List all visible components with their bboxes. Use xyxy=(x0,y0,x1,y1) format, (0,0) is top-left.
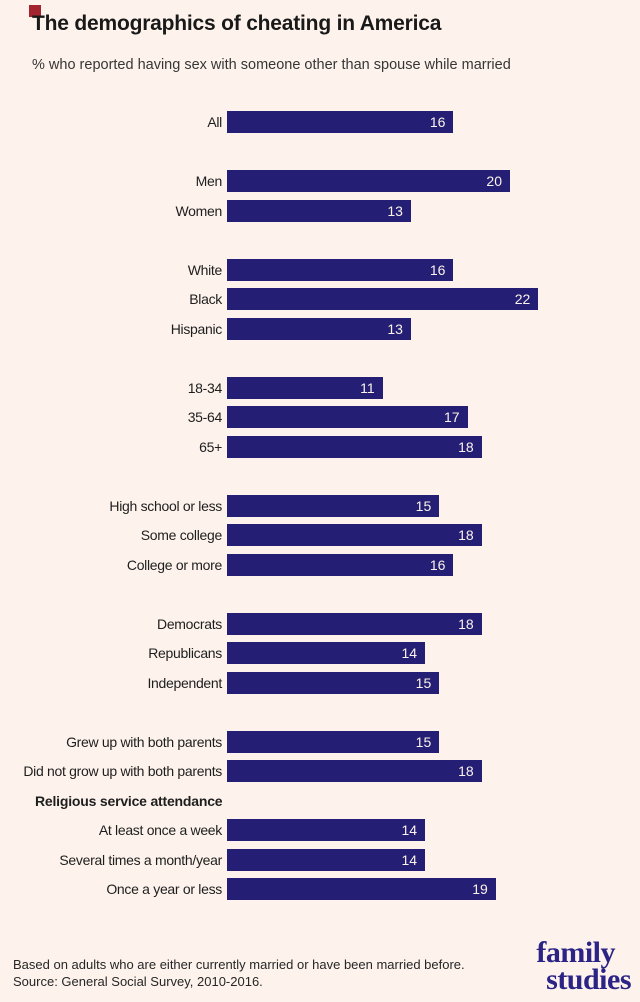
bar: 14 xyxy=(227,642,426,664)
page-title: The demographics of cheating in America xyxy=(32,12,442,35)
category-label: 18-34 xyxy=(187,379,223,396)
bar: 19 xyxy=(227,878,496,900)
bar-value-label: 15 xyxy=(415,497,432,514)
bar: 15 xyxy=(227,494,440,517)
category-label: At least once a week xyxy=(98,822,222,838)
category-label: 65+ xyxy=(199,438,222,455)
bar-value-label: 14 xyxy=(401,645,418,661)
bar: 16 xyxy=(227,111,454,133)
bar: 18 xyxy=(227,435,482,458)
bar-value-label: 14 xyxy=(401,851,418,868)
category-label: Grew up with both parents xyxy=(66,733,222,750)
bar: 13 xyxy=(227,317,411,340)
category-label: Independent xyxy=(147,674,222,691)
bar-value-label: 18 xyxy=(458,527,474,543)
source-line: Source: General Social Survey, 2010-2016… xyxy=(13,974,263,989)
bar: 20 xyxy=(227,170,510,192)
bar: 13 xyxy=(227,199,411,222)
chart-subtitle: % who reported having sex with someone o… xyxy=(32,57,511,73)
category-label: Democrats xyxy=(157,615,222,632)
bar-value-label: 16 xyxy=(429,114,446,130)
bar-value-label: 14 xyxy=(401,822,418,838)
bar-value-label: 16 xyxy=(429,556,446,573)
bar: 14 xyxy=(227,848,426,871)
bar-value-label: 18 xyxy=(458,763,474,779)
chart-footnote: Based on adults who are either currently… xyxy=(13,956,465,990)
bar: 16 xyxy=(227,258,454,281)
section-header: Religious service attendance xyxy=(35,792,223,809)
bar-value-label: 17 xyxy=(443,409,460,425)
bar: 18 xyxy=(227,524,482,546)
category-label: Some college xyxy=(140,527,223,543)
category-label: Several times a month/year xyxy=(59,851,222,868)
category-label: Republicans xyxy=(148,645,222,661)
bar-value-label: 18 xyxy=(458,438,474,455)
brand-square-mark xyxy=(29,5,41,17)
bar-value-label: 11 xyxy=(360,379,375,396)
category-label: White xyxy=(187,261,223,278)
category-label: Black xyxy=(189,291,222,307)
bar: 17 xyxy=(227,406,468,428)
bar-value-label: 19 xyxy=(472,881,488,897)
chart: All 16 Men 20 Women 13 White 16 Black 22 Hispanic 1… xyxy=(23,111,539,900)
bar-value-label: 18 xyxy=(458,615,474,632)
bar-value-label: 20 xyxy=(486,173,502,189)
bar: 18 xyxy=(227,612,482,635)
logo-word-family: family xyxy=(536,936,615,969)
category-label: Did not grow up with both parents xyxy=(23,763,222,779)
logo-word-studies: studies xyxy=(546,963,631,996)
family-studies-logo: family studies xyxy=(536,936,631,996)
bar-value-label: 16 xyxy=(429,261,446,278)
category-label: College or more xyxy=(126,556,222,573)
bar-value-label: 13 xyxy=(387,320,403,337)
category-label: High school or less xyxy=(109,497,222,514)
category-label: 35-64 xyxy=(187,409,223,425)
footnote-line: Based on adults who are either currently… xyxy=(13,957,465,972)
category-label: Once a year or less xyxy=(106,881,222,897)
category-label: All xyxy=(207,114,222,130)
bar-value-label: 13 xyxy=(387,202,403,219)
bar: 22 xyxy=(227,288,539,310)
bar: 15 xyxy=(227,730,440,753)
bar-value-label: 15 xyxy=(415,674,432,691)
bar: 16 xyxy=(227,553,454,576)
category-label: Hispanic xyxy=(170,320,223,337)
bar-value-label: 22 xyxy=(514,291,531,307)
bar: 18 xyxy=(227,760,482,782)
bar: 14 xyxy=(227,819,426,841)
bar-value-label: 15 xyxy=(415,733,432,750)
bar: 11 xyxy=(227,376,383,399)
category-label: Women xyxy=(175,202,223,219)
category-label: Men xyxy=(195,173,223,189)
bar: 15 xyxy=(227,671,440,694)
